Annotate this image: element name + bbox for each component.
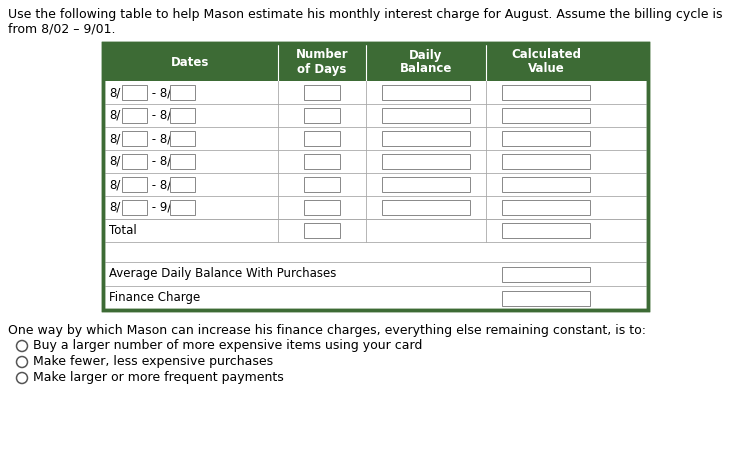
Text: Balance: Balance bbox=[400, 62, 453, 75]
Text: 8/: 8/ bbox=[109, 86, 120, 99]
Text: 8/: 8/ bbox=[109, 178, 120, 191]
Text: 8/: 8/ bbox=[109, 201, 120, 214]
Bar bbox=[122, 85, 147, 100]
Bar bbox=[304, 108, 340, 123]
Bar bbox=[382, 154, 470, 169]
Bar bbox=[304, 154, 340, 169]
Bar bbox=[502, 154, 590, 169]
Bar bbox=[122, 108, 147, 123]
Bar bbox=[382, 177, 470, 192]
Bar bbox=[170, 154, 195, 169]
Bar bbox=[103, 43, 648, 81]
Bar bbox=[122, 177, 147, 192]
Bar bbox=[382, 131, 470, 146]
Text: Dates: Dates bbox=[172, 55, 209, 68]
Bar bbox=[382, 85, 470, 100]
Bar bbox=[502, 223, 590, 238]
Bar bbox=[502, 108, 590, 123]
Bar bbox=[502, 131, 590, 146]
Bar bbox=[103, 43, 648, 310]
Text: Number: Number bbox=[296, 49, 349, 61]
Bar bbox=[502, 85, 590, 100]
Bar bbox=[122, 154, 147, 169]
Text: - 8/: - 8/ bbox=[148, 155, 171, 168]
Bar bbox=[304, 177, 340, 192]
Bar bbox=[502, 177, 590, 192]
Bar bbox=[502, 267, 590, 281]
Text: Buy a larger number of more expensive items using your card: Buy a larger number of more expensive it… bbox=[33, 340, 422, 353]
Text: One way by which Mason can increase his finance charges, everything else remaini: One way by which Mason can increase his … bbox=[8, 324, 646, 337]
Text: Average Daily Balance With Purchases: Average Daily Balance With Purchases bbox=[109, 267, 337, 280]
Text: 8/: 8/ bbox=[109, 155, 120, 168]
Text: 8/: 8/ bbox=[109, 132, 120, 145]
Bar bbox=[170, 131, 195, 146]
Text: Make larger or more frequent payments: Make larger or more frequent payments bbox=[33, 371, 284, 384]
Text: - 8/: - 8/ bbox=[148, 132, 171, 145]
Text: - 8/: - 8/ bbox=[148, 178, 171, 191]
Bar bbox=[502, 291, 590, 305]
Text: Daily: Daily bbox=[410, 49, 443, 61]
Bar bbox=[122, 131, 147, 146]
Bar bbox=[304, 85, 340, 100]
Text: of Days: of Days bbox=[297, 62, 346, 75]
Bar bbox=[382, 108, 470, 123]
Text: Total: Total bbox=[109, 224, 137, 237]
Bar bbox=[122, 200, 147, 215]
Bar bbox=[304, 223, 340, 238]
Bar bbox=[304, 131, 340, 146]
Bar bbox=[170, 85, 195, 100]
Text: from 8/02 – 9/01.: from 8/02 – 9/01. bbox=[8, 22, 115, 35]
Bar bbox=[304, 200, 340, 215]
Text: Calculated: Calculated bbox=[511, 49, 581, 61]
Bar bbox=[170, 108, 195, 123]
Bar bbox=[170, 200, 195, 215]
Text: - 8/: - 8/ bbox=[148, 109, 171, 122]
Text: 8/: 8/ bbox=[109, 109, 120, 122]
Bar bbox=[382, 200, 470, 215]
Bar bbox=[103, 43, 648, 310]
Text: - 8/: - 8/ bbox=[148, 86, 171, 99]
Text: Finance Charge: Finance Charge bbox=[109, 292, 200, 304]
Text: Use the following table to help Mason estimate his monthly interest charge for A: Use the following table to help Mason es… bbox=[8, 8, 722, 21]
Text: Value: Value bbox=[528, 62, 565, 75]
Text: - 9/: - 9/ bbox=[148, 201, 172, 214]
Bar bbox=[170, 177, 195, 192]
Bar bbox=[502, 200, 590, 215]
Text: Make fewer, less expensive purchases: Make fewer, less expensive purchases bbox=[33, 355, 273, 369]
